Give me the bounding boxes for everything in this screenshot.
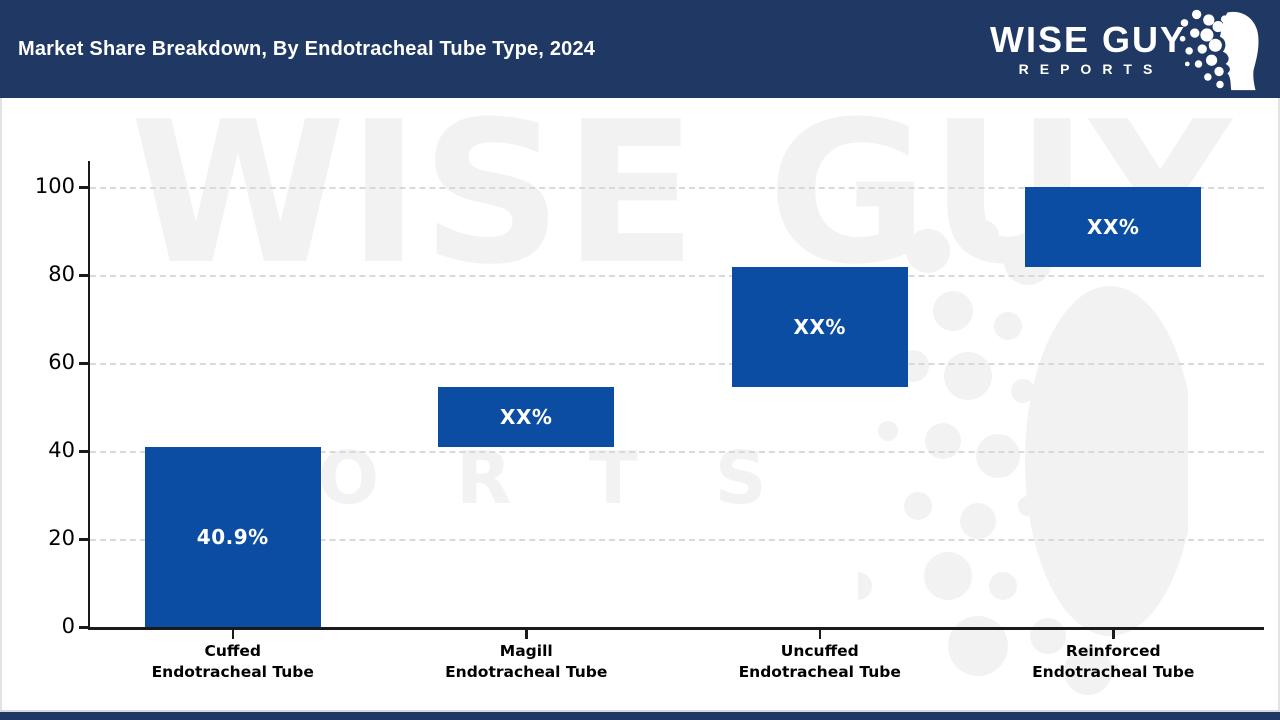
category-label: Magill Endotracheal Tube (445, 642, 608, 681)
y-tick-label: 60 (48, 350, 75, 374)
y-tick-mark (79, 626, 88, 629)
watermark-face-dots (858, 220, 1188, 695)
y-tick-mark (79, 274, 88, 277)
chart-area: WISE GUY P O R T S 0 20 40 60 80 100 40.9% XX% X… (0, 98, 1280, 710)
bar-value-label: XX% (1087, 215, 1140, 240)
bar-value-label: XX% (793, 315, 846, 340)
gridline-20 (90, 539, 1264, 541)
category-label: Reinforced Endotracheal Tube (1032, 642, 1195, 681)
wise-guy-logo: WISE GUY REPORTS (990, 0, 1268, 98)
y-axis-line (87, 160, 90, 630)
wise-guy-logo-text: WISE GUY REPORTS (989, 19, 1186, 78)
y-tick-label: 0 (61, 614, 75, 638)
header-bar: Market Share Breakdown, By Endotracheal … (0, 0, 1280, 98)
category-label: Uncuffed Endotracheal Tube (738, 642, 901, 681)
bar-value-label: 40.9% (196, 525, 269, 549)
chart-title: Market Share Breakdown, By Endotracheal … (18, 37, 596, 60)
x-tick-mark (818, 629, 822, 639)
bar-uncuffed-endotracheal-tube: XX% (731, 267, 908, 388)
gridline-100 (90, 187, 1264, 189)
y-tick-mark (79, 450, 88, 453)
y-tick-mark (79, 362, 88, 365)
x-tick-mark (231, 629, 235, 639)
x-tick-mark (1112, 629, 1115, 639)
wise-guy-face-icon (1179, 9, 1259, 91)
x-tick-mark (525, 629, 528, 639)
gridline-80 (90, 275, 1264, 277)
gridline-40 (90, 451, 1264, 453)
category-label: Cuffed Endotracheal Tube (151, 642, 314, 681)
gridline-60 (90, 363, 1264, 365)
y-tick-mark (79, 186, 88, 189)
x-axis-line (87, 627, 1264, 630)
y-tick-mark (79, 538, 88, 541)
logo-brand-name: WISE GUY (989, 19, 1186, 60)
bar-cuffed-endotracheal-tube: 40.9% (144, 447, 321, 627)
y-tick-label: 80 (48, 262, 75, 286)
bar-magill-endotracheal-tube: XX% (438, 387, 615, 448)
y-tick-label: 20 (48, 526, 75, 550)
bar-reinforced-endotracheal-tube: XX% (1025, 187, 1202, 268)
logo-brand-subtitle: REPORTS (1018, 61, 1164, 77)
y-tick-label: 40 (48, 438, 75, 462)
y-tick-label: 100 (34, 174, 75, 198)
bar-value-label: XX% (500, 405, 553, 430)
footer-bar (0, 710, 1280, 720)
